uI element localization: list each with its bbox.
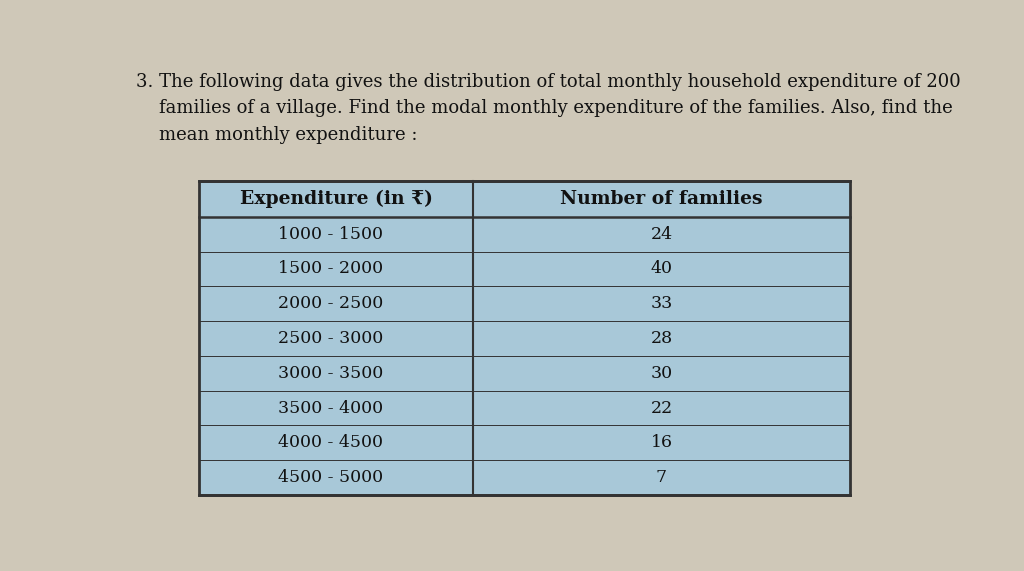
- Text: 4000 - 4500: 4000 - 4500: [279, 435, 383, 451]
- Text: 40: 40: [650, 260, 673, 278]
- Text: 2500 - 3000: 2500 - 3000: [278, 330, 383, 347]
- Text: 16: 16: [650, 435, 673, 451]
- Text: 1000 - 1500: 1000 - 1500: [279, 226, 383, 243]
- Text: 3. The following data gives the distribution of total monthly household expendit: 3. The following data gives the distribu…: [136, 73, 961, 144]
- Text: 30: 30: [650, 365, 673, 382]
- Text: 33: 33: [650, 295, 673, 312]
- Text: 7: 7: [656, 469, 667, 486]
- Text: 3500 - 4000: 3500 - 4000: [279, 400, 383, 417]
- Text: 3000 - 3500: 3000 - 3500: [278, 365, 383, 382]
- Text: 2000 - 2500: 2000 - 2500: [278, 295, 383, 312]
- Text: 28: 28: [650, 330, 673, 347]
- Text: 1500 - 2000: 1500 - 2000: [279, 260, 383, 278]
- Text: 22: 22: [650, 400, 673, 417]
- Text: 24: 24: [650, 226, 673, 243]
- Text: Number of families: Number of families: [560, 190, 763, 208]
- Text: Expenditure (in ₹): Expenditure (in ₹): [240, 190, 432, 208]
- Text: 4500 - 5000: 4500 - 5000: [279, 469, 383, 486]
